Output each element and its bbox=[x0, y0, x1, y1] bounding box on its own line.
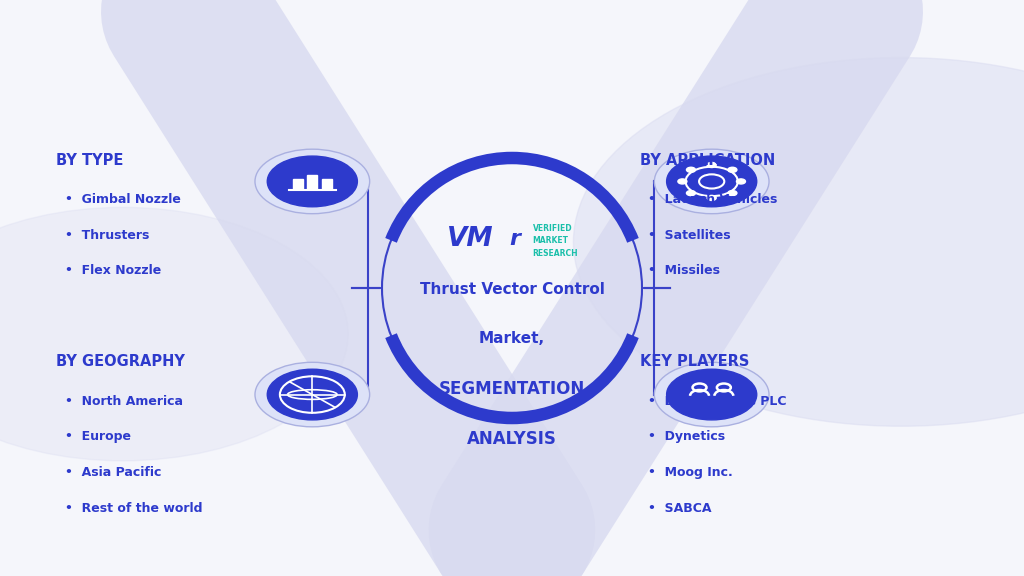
Text: RESEARCH: RESEARCH bbox=[532, 249, 579, 258]
Text: •  North America: • North America bbox=[65, 395, 182, 408]
FancyBboxPatch shape bbox=[307, 175, 317, 189]
Circle shape bbox=[686, 191, 695, 196]
Circle shape bbox=[0, 207, 348, 461]
FancyBboxPatch shape bbox=[293, 179, 303, 189]
Text: r: r bbox=[509, 229, 520, 249]
Text: VERIFIED: VERIFIED bbox=[532, 223, 572, 233]
Text: •  Gimbal Nozzle: • Gimbal Nozzle bbox=[65, 193, 180, 206]
Text: •  SABCA: • SABCA bbox=[648, 502, 712, 515]
Circle shape bbox=[708, 195, 716, 200]
Circle shape bbox=[678, 179, 687, 184]
Circle shape bbox=[708, 162, 716, 168]
Text: MARKET: MARKET bbox=[532, 236, 568, 245]
Circle shape bbox=[686, 167, 695, 172]
Text: •  Satellites: • Satellites bbox=[648, 229, 731, 242]
Circle shape bbox=[267, 369, 357, 420]
Text: Thrust Vector Control: Thrust Vector Control bbox=[420, 282, 604, 297]
Circle shape bbox=[573, 58, 1024, 426]
Text: BY TYPE: BY TYPE bbox=[56, 153, 124, 168]
Text: •  Europe: • Europe bbox=[65, 430, 130, 444]
Text: SEGMENTATION: SEGMENTATION bbox=[439, 380, 585, 398]
Circle shape bbox=[728, 191, 737, 196]
Text: •  BAE Systems PLC: • BAE Systems PLC bbox=[648, 395, 786, 408]
Text: KEY PLAYERS: KEY PLAYERS bbox=[640, 354, 750, 369]
Text: •  Dynetics: • Dynetics bbox=[648, 430, 725, 444]
Circle shape bbox=[728, 167, 737, 172]
Text: •  Flex Nozzle: • Flex Nozzle bbox=[65, 264, 161, 278]
Circle shape bbox=[736, 179, 745, 184]
Circle shape bbox=[654, 362, 769, 427]
Text: BY APPLICATION: BY APPLICATION bbox=[640, 153, 775, 168]
Text: BY GEOGRAPHY: BY GEOGRAPHY bbox=[56, 354, 185, 369]
FancyBboxPatch shape bbox=[322, 179, 332, 189]
Text: VM: VM bbox=[446, 226, 494, 252]
Circle shape bbox=[667, 156, 757, 207]
Text: •  Launch Vehicles: • Launch Vehicles bbox=[648, 193, 777, 206]
Circle shape bbox=[667, 369, 757, 420]
Circle shape bbox=[654, 149, 769, 214]
Circle shape bbox=[255, 362, 370, 427]
Text: •  Moog Inc.: • Moog Inc. bbox=[648, 466, 733, 479]
Circle shape bbox=[255, 149, 370, 214]
Text: •  Rest of the world: • Rest of the world bbox=[65, 502, 202, 515]
Text: Market,: Market, bbox=[479, 331, 545, 346]
Circle shape bbox=[267, 156, 357, 207]
Text: •  Thrusters: • Thrusters bbox=[65, 229, 148, 242]
Text: •  Missiles: • Missiles bbox=[648, 264, 720, 278]
Text: ANALYSIS: ANALYSIS bbox=[467, 430, 557, 448]
Text: •  Asia Pacific: • Asia Pacific bbox=[65, 466, 161, 479]
